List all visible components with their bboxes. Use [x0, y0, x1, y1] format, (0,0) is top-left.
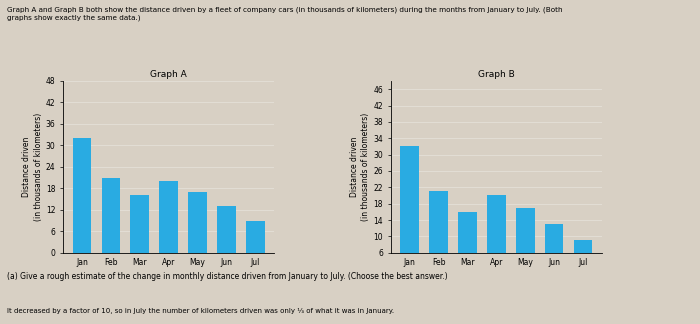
Y-axis label: Distance driven
(in thousands of kilometers): Distance driven (in thousands of kilomet…	[350, 113, 370, 221]
Bar	[217, 206, 236, 253]
Text: (a) Give a rough estimate of the change in monthly distance driven from January : (a) Give a rough estimate of the change …	[7, 272, 447, 281]
Bar	[130, 195, 149, 253]
Bar	[160, 181, 178, 253]
Bar	[545, 224, 564, 277]
Bar	[487, 195, 505, 277]
Title: Graph B: Graph B	[478, 70, 514, 79]
Bar	[246, 221, 265, 253]
Bar	[573, 240, 592, 277]
Bar	[400, 146, 419, 277]
Title: Graph A: Graph A	[150, 70, 187, 79]
Bar	[458, 212, 477, 277]
Bar	[516, 208, 535, 277]
Bar	[73, 138, 92, 253]
Bar	[188, 192, 207, 253]
Text: It decreased by a factor of 10, so in July the number of kilometers driven was o: It decreased by a factor of 10, so in Ju…	[7, 308, 394, 314]
Bar	[429, 191, 448, 277]
Text: Graph A and Graph B both show the distance driven by a fleet of company cars (in: Graph A and Graph B both show the distan…	[7, 6, 563, 21]
Bar	[102, 178, 120, 253]
Y-axis label: Distance driven
(in thousands of kilometers): Distance driven (in thousands of kilomet…	[22, 113, 43, 221]
